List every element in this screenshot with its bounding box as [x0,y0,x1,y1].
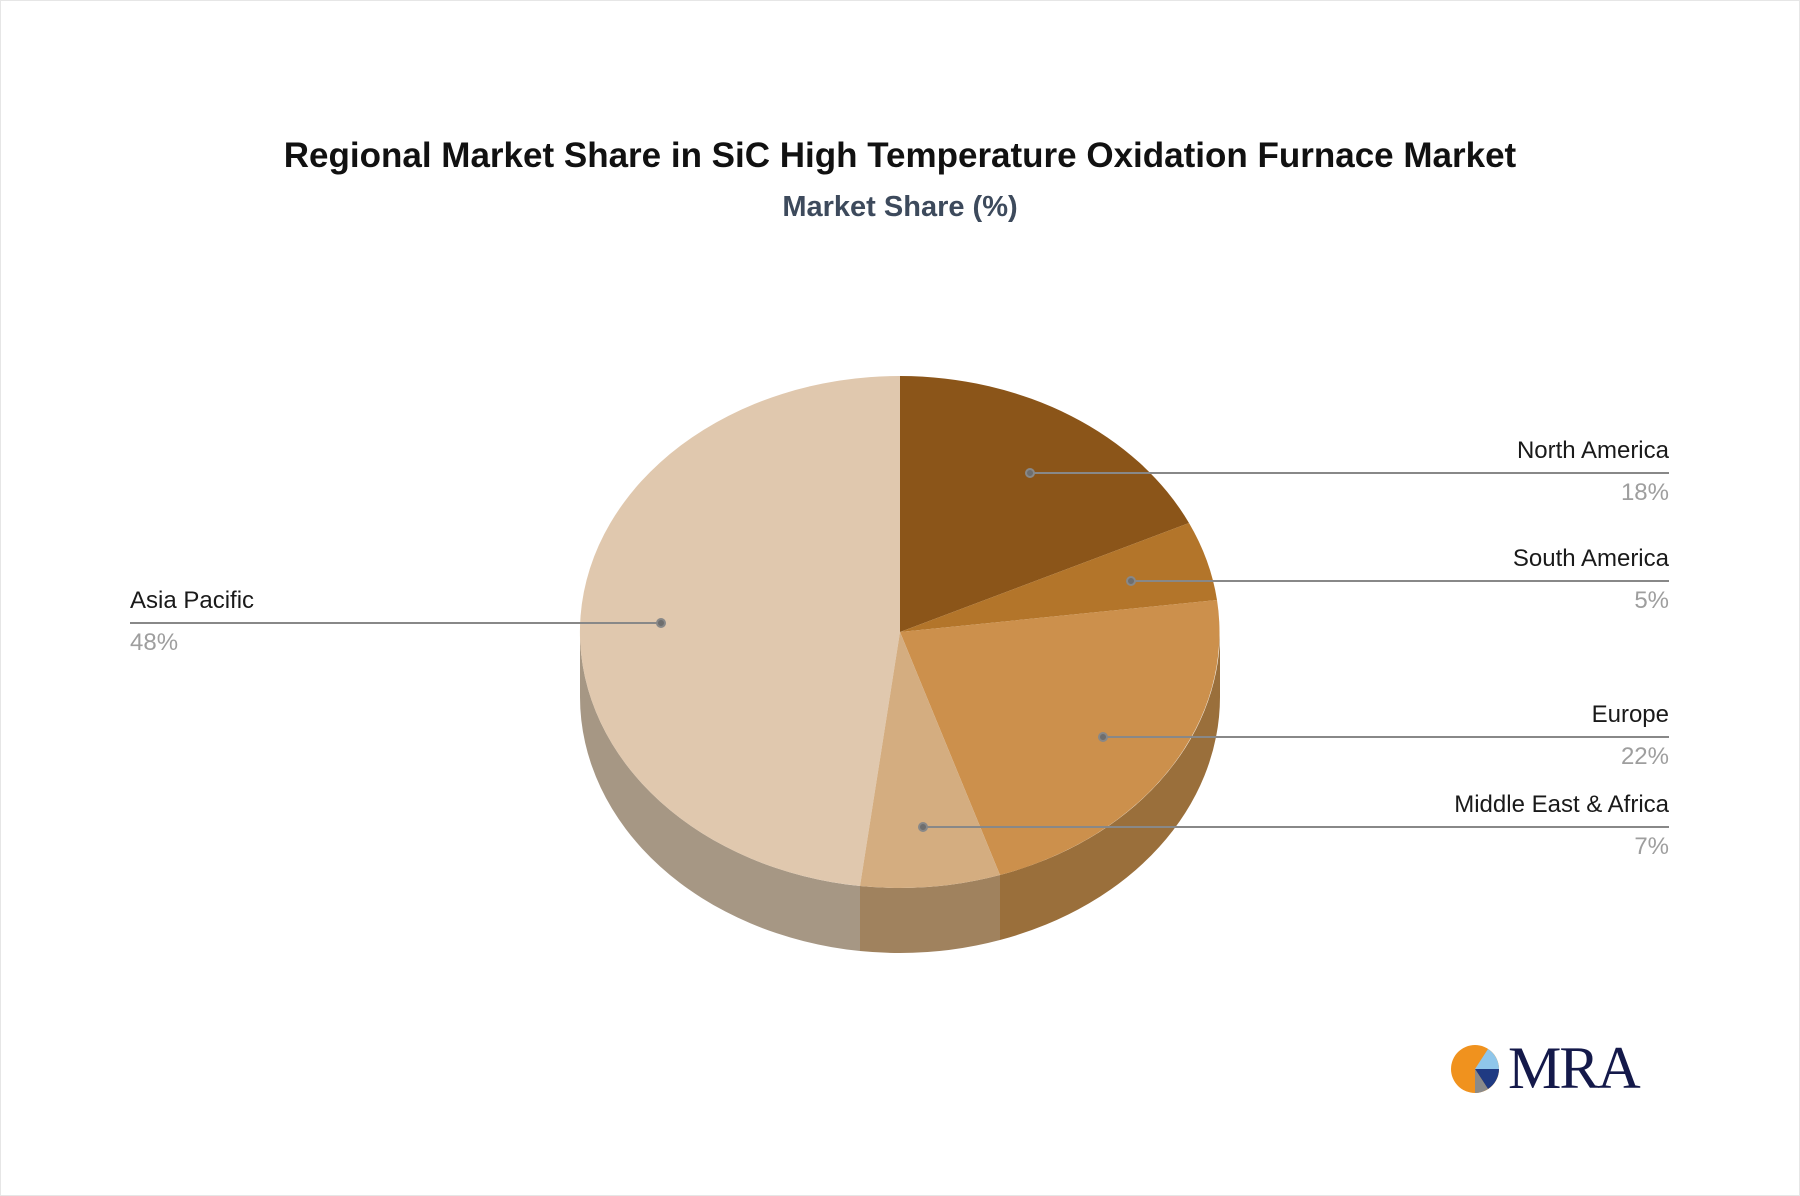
pie-slice-asia-pacific[interactable] [579,376,900,886]
pie-slice-north-america[interactable] [900,376,1189,632]
label-mea: Middle East & Africa [1454,791,1669,818]
pie-slice-mea[interactable] [860,632,1000,888]
value-asia-pacific: 48% [130,629,179,656]
label-asia-pacific: Asia Pacific [130,587,255,614]
label-north-america: North America [1516,437,1669,464]
chart-subtitle: Market Share (%) [782,191,1018,223]
value-mea: 7% [1634,833,1669,860]
pie-slice-south-america[interactable] [900,523,1217,632]
logo-text: MRA [1508,1035,1641,1101]
value-south-america: 5% [1634,587,1669,614]
label-europe: Europe [1591,701,1669,728]
pie-side-mea [860,875,1000,953]
chart-title: Regional Market Share in SiC High Temper… [283,136,1517,175]
leader-dot-asia-pacific [656,618,666,628]
leader-dot-south-america [1126,576,1136,586]
leader-dot-mea [918,822,928,832]
pie-slice-europe[interactable] [900,600,1220,875]
leader-dot-north-america [1025,468,1035,478]
label-south-america: South America [1512,545,1669,572]
pie-side-asia-pacific [580,632,860,951]
mra-logo: MRA [1450,1035,1641,1101]
value-north-america: 18% [1620,479,1669,506]
logo-pie-icon [1451,1045,1499,1093]
leader-dot-europe [1098,732,1108,742]
pie-side-europe [1000,632,1220,940]
value-europe: 22% [1620,743,1669,770]
